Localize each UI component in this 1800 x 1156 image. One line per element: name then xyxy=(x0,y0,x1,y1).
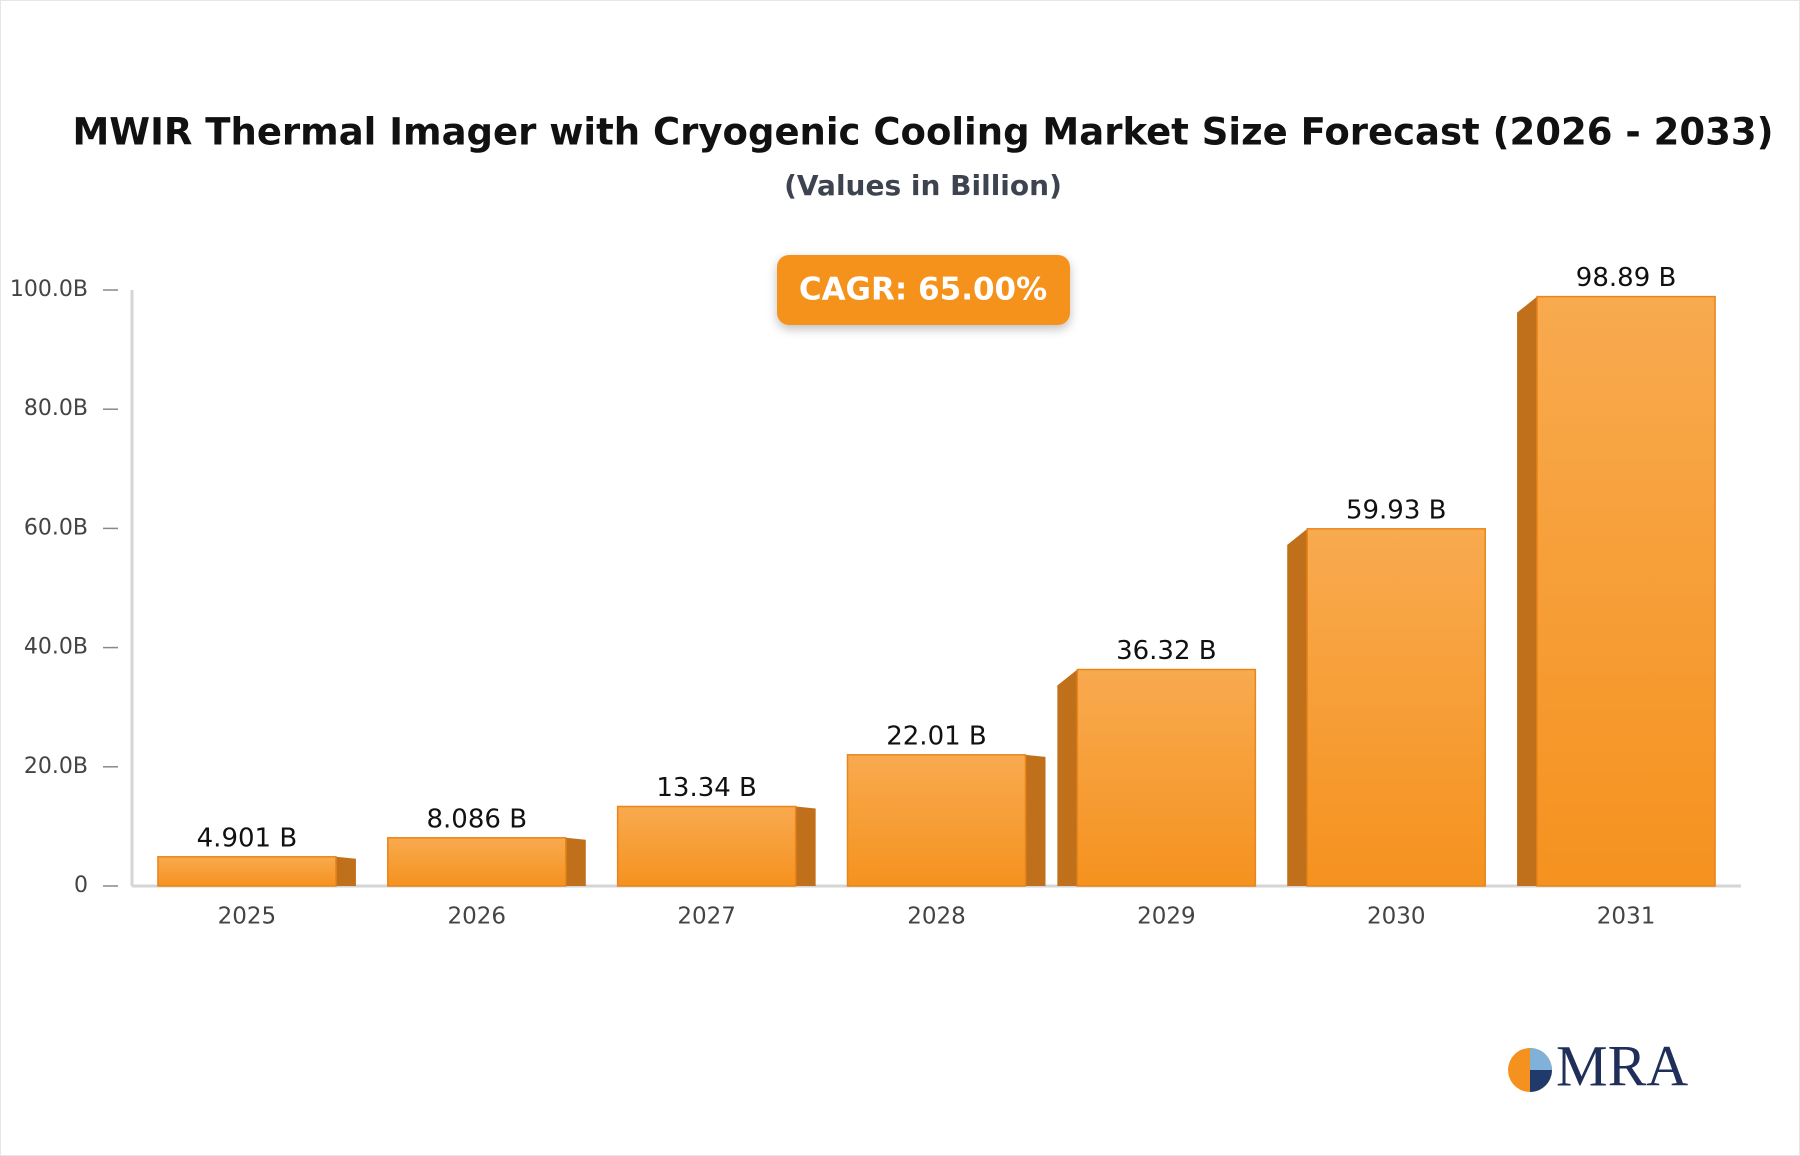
y-tick-label: 20.0B xyxy=(24,754,88,779)
bar-side xyxy=(565,837,586,886)
y-tick-label: 100.0B xyxy=(10,277,88,302)
y-tick-label: 0 xyxy=(74,873,88,898)
logo-text: MRA xyxy=(1556,1033,1688,1098)
x-tick-label: 2025 xyxy=(218,904,277,930)
bar-side xyxy=(335,856,356,886)
cagr-text: CAGR: 65.00% xyxy=(799,272,1047,308)
chart-subtitle: (Values in Billion) xyxy=(784,169,1062,202)
bar xyxy=(387,837,567,887)
y-tick-label: 60.0B xyxy=(24,515,88,540)
value-label: 36.32 B xyxy=(1116,636,1217,666)
value-label: 13.34 B xyxy=(656,773,757,803)
bar xyxy=(157,856,337,887)
bar xyxy=(1076,668,1257,887)
y-tick-label: 40.0B xyxy=(24,635,88,660)
bar-side xyxy=(795,806,816,886)
x-tick-label: 2031 xyxy=(1597,904,1656,930)
y-tick-label: 80.0B xyxy=(24,396,88,421)
value-label: 22.01 B xyxy=(886,721,987,751)
x-tick-label: 2027 xyxy=(677,904,736,930)
logo-icon-part xyxy=(1530,1070,1552,1092)
x-tick-label: 2029 xyxy=(1137,904,1196,930)
value-label: 98.89 B xyxy=(1576,263,1677,293)
logo: MRA xyxy=(1508,1033,1688,1098)
value-label: 59.93 B xyxy=(1346,495,1447,525)
x-tick-label: 2028 xyxy=(907,904,966,930)
bar-side xyxy=(1025,754,1046,886)
bar xyxy=(1306,528,1486,887)
plot: 0 20.0B 40.0B 60.0B 80.0B 100.0B 2025 4.901 B 20… xyxy=(10,263,1741,930)
logo-icon-part xyxy=(1530,1048,1552,1070)
x-tick-label: 2026 xyxy=(448,904,507,930)
value-label: 8.086 B xyxy=(427,804,528,834)
bar-side xyxy=(1517,296,1538,886)
bar-side xyxy=(1287,528,1308,886)
x-tick-label: 2030 xyxy=(1367,904,1426,930)
chart-title: MWIR Thermal Imager with Cryogenic Cooli… xyxy=(72,111,1773,154)
bar xyxy=(1536,295,1716,887)
value-label: 4.901 B xyxy=(197,823,298,853)
bar-side xyxy=(1057,669,1078,886)
cagr-badge xyxy=(777,255,1070,325)
bar xyxy=(846,754,1027,887)
bar xyxy=(616,805,797,887)
